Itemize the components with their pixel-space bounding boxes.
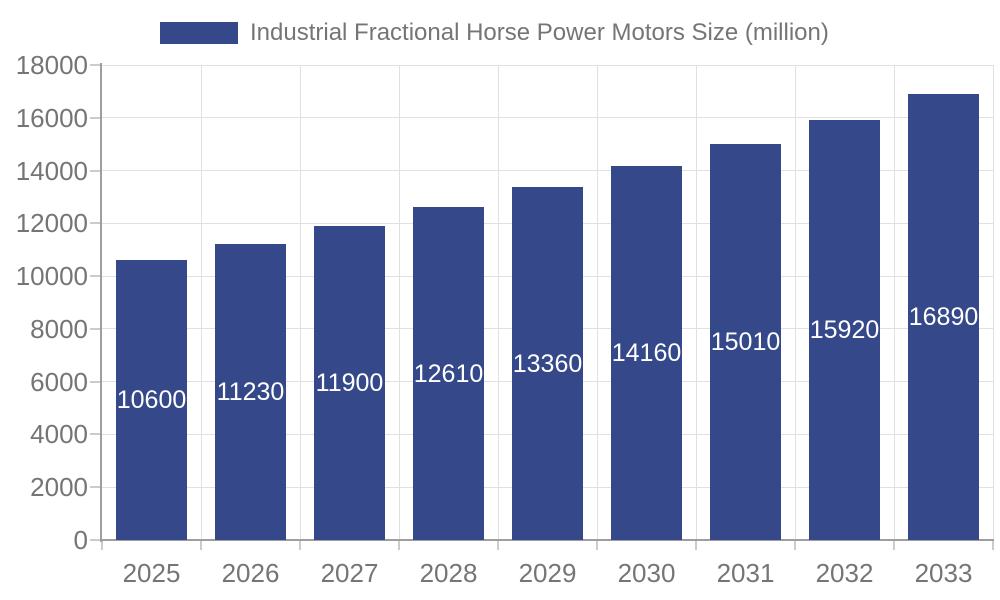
legend-swatch (160, 22, 238, 44)
x-tick-mark (596, 541, 598, 550)
y-tick-label: 16000 (15, 102, 88, 133)
y-tick-mark (90, 169, 102, 172)
y-tick-mark (90, 327, 102, 330)
v-gridline (695, 65, 697, 540)
y-tick-mark (90, 116, 102, 119)
bar-value-label: 11230 (216, 377, 285, 406)
h-gridline (102, 117, 993, 119)
y-tick-label: 10000 (15, 261, 88, 292)
x-tick-label: 2025 (122, 558, 181, 588)
x-tick-label: 2030 (617, 558, 676, 588)
y-tick-label: 18000 (15, 50, 88, 80)
x-tick-label: 2027 (320, 558, 379, 588)
y-tick-label: 8000 (30, 313, 88, 344)
x-tick-label: 2033 (914, 558, 973, 588)
v-gridline (398, 65, 400, 540)
y-tick-label: 12000 (15, 208, 88, 239)
y-axis-line (100, 63, 102, 542)
v-gridline (299, 65, 301, 540)
x-tick-label: 2032 (815, 558, 874, 588)
bar-value-label: 12610 (413, 359, 484, 388)
x-tick-mark (299, 541, 301, 550)
bar (908, 94, 979, 540)
v-gridline (497, 65, 499, 540)
bar-value-label: 15010 (710, 327, 781, 356)
y-tick-label: 0 (73, 525, 88, 555)
x-tick-mark (992, 541, 994, 550)
y-tick-mark (90, 433, 102, 436)
x-tick-mark (200, 541, 202, 550)
bar (512, 187, 583, 540)
v-gridline (893, 65, 895, 540)
y-tick-mark (90, 539, 102, 541)
x-tick-label: 2031 (716, 558, 775, 588)
x-tick-mark (398, 541, 400, 550)
v-gridline (200, 65, 202, 540)
y-tick-label: 6000 (30, 366, 88, 397)
bar (809, 119, 880, 540)
v-gridline (992, 65, 994, 540)
v-gridline (596, 65, 598, 540)
bar-value-label: 13360 (512, 349, 583, 378)
bar-value-label: 10600 (116, 386, 187, 415)
bar-value-label: 14160 (611, 339, 682, 368)
bar-value-label: 11900 (315, 368, 384, 397)
y-tick-mark (90, 275, 102, 278)
y-tick-label: 14000 (15, 155, 88, 186)
bar (314, 225, 385, 540)
v-gridline (794, 65, 796, 540)
bar-value-label: 16890 (908, 303, 979, 332)
x-tick-mark (101, 541, 103, 550)
bar (116, 260, 187, 540)
chart-legend: Industrial Fractional Horse Power Motors… (160, 21, 829, 45)
y-tick-mark (90, 486, 102, 489)
bar-value-label: 15920 (809, 315, 880, 344)
x-tick-label: 2029 (518, 558, 577, 588)
bar (215, 243, 286, 540)
x-axis-line (100, 539, 994, 541)
y-tick-mark (90, 380, 102, 383)
x-tick-mark (893, 541, 895, 550)
y-tick-mark (90, 64, 102, 66)
legend-label: Industrial Fractional Horse Power Motors… (250, 19, 829, 46)
x-tick-mark (794, 541, 796, 550)
h-gridline (102, 170, 993, 172)
y-tick-label: 4000 (30, 419, 88, 450)
bar (413, 207, 484, 540)
y-tick-mark (90, 222, 102, 225)
bar (710, 143, 781, 540)
x-tick-mark (497, 541, 499, 550)
h-gridline (102, 64, 993, 66)
y-tick-label: 2000 (30, 472, 88, 503)
x-tick-label: 2026 (221, 558, 280, 588)
x-tick-label: 2028 (419, 558, 478, 588)
bar (611, 166, 682, 540)
x-tick-mark (695, 541, 697, 550)
